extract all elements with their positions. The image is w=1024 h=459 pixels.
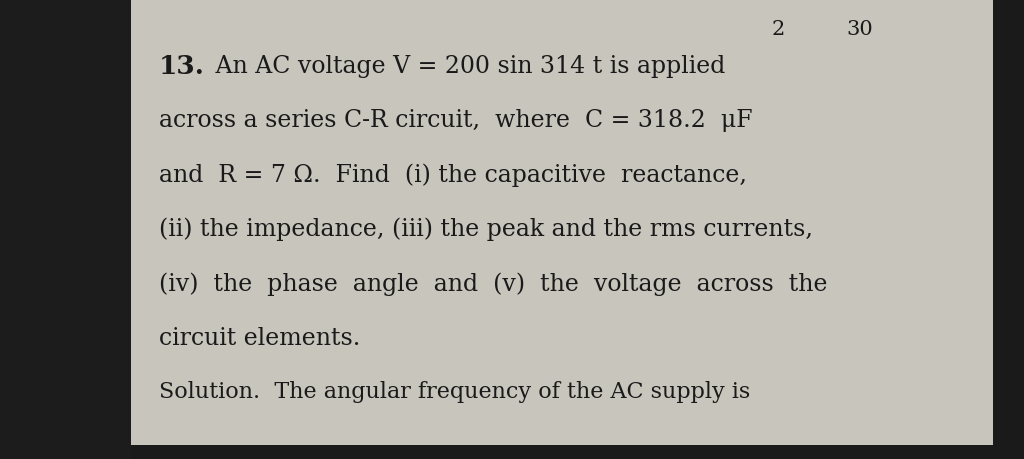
Text: An AC voltage V = 200 sin 314 t is applied: An AC voltage V = 200 sin 314 t is appli… [208,55,725,78]
FancyBboxPatch shape [131,445,1024,459]
FancyBboxPatch shape [128,0,1024,459]
Text: 13.: 13. [159,54,205,79]
Text: across a series C-R circuit,  where  C = 318.2  μF: across a series C-R circuit, where C = 3… [159,109,753,132]
FancyBboxPatch shape [0,0,131,459]
Text: circuit elements.: circuit elements. [159,326,360,349]
Text: 30: 30 [847,20,873,39]
Text: (ii) the impedance, (iii) the peak and the rms currents,: (ii) the impedance, (iii) the peak and t… [159,217,813,241]
Text: and  R = 7 Ω.  Find  (i) the capacitive  reactance,: and R = 7 Ω. Find (i) the capacitive rea… [159,163,746,187]
Text: (iv)  the  phase  angle  and  (v)  the  voltage  across  the: (iv) the phase angle and (v) the voltage… [159,271,827,295]
Text: 2: 2 [772,20,784,39]
FancyBboxPatch shape [993,0,1024,459]
Text: Solution.  The angular frequency of the AC supply is: Solution. The angular frequency of the A… [159,381,750,403]
